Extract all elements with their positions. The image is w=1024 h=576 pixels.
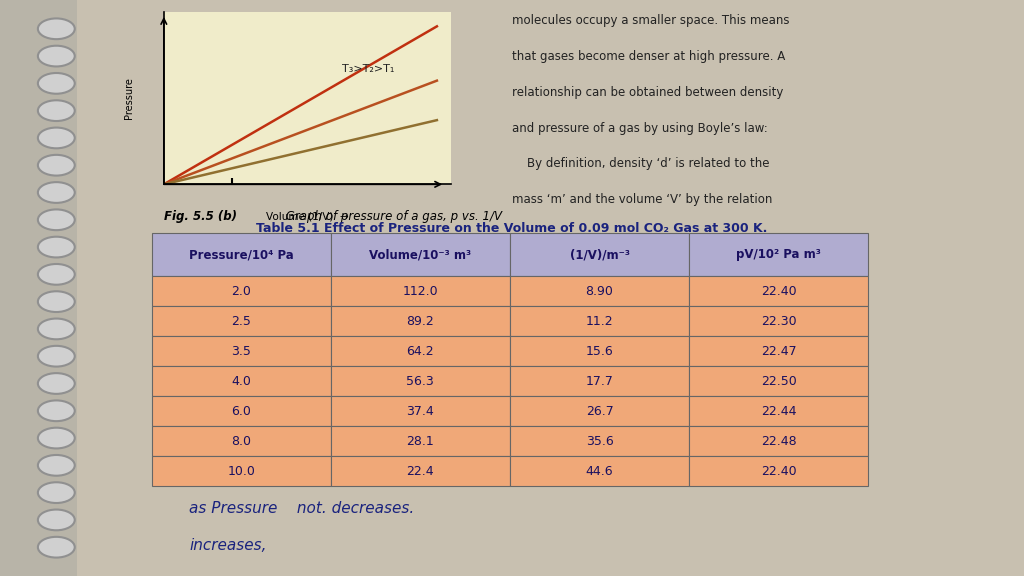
Text: Pressure/10⁴ Pa: Pressure/10⁴ Pa [188,248,294,262]
Text: (1/V)/m⁻³: (1/V)/m⁻³ [569,248,630,262]
Text: 112.0: 112.0 [402,285,438,298]
Text: relationship.: relationship. [512,334,586,346]
Text: By definition, density ‘d’ is related to the: By definition, density ‘d’ is related to… [512,157,769,170]
Text: 11.2: 11.2 [586,315,613,328]
Text: Pressure: Pressure [125,77,134,119]
Text: 26.7: 26.7 [586,405,613,418]
Text: . If we put value of V in this equation: . If we put value of V in this equation [561,257,779,270]
Text: molecules occupy a smaller space. This means: molecules occupy a smaller space. This m… [512,14,790,28]
Text: that gases become denser at high pressure. A: that gases become denser at high pressur… [512,50,785,63]
Text: Table 5.1 Effect of Pressure on the Volume of 0.09 mol CO₂ Gas at 300 K.: Table 5.1 Effect of Pressure on the Volu… [256,222,768,235]
Text: V: V [541,272,549,285]
Text: 2.5: 2.5 [231,315,251,328]
Text: and pressure of a gas by using Boyle’s law:: and pressure of a gas by using Boyle’s l… [512,122,768,135]
Text: 35.6: 35.6 [586,435,613,448]
Text: 64.2: 64.2 [407,345,434,358]
Text: 22.40: 22.40 [761,285,797,298]
Text: 28.1: 28.1 [407,435,434,448]
Text: 17.7: 17.7 [586,375,613,388]
Text: m: m [541,255,553,267]
Text: 22.50: 22.50 [761,375,797,388]
Text: 22.40: 22.40 [761,465,797,478]
Text: Fig. 5.5 (b): Fig. 5.5 (b) [164,210,237,223]
Text: 8.90: 8.90 [586,285,613,298]
Text: 4.0: 4.0 [231,375,251,388]
Text: mass ‘m’ and the volume ‘V’ by the relation: mass ‘m’ and the volume ‘V’ by the relat… [512,193,772,206]
Text: as Pressure    not. decreases.: as Pressure not. decreases. [189,501,415,516]
Text: pV/10² Pa m³: pV/10² Pa m³ [736,248,821,262]
Text: 22.4: 22.4 [407,465,434,478]
Text: 56.3: 56.3 [407,375,434,388]
Text: from Boyle’s law equation, we obtain the: from Boyle’s law equation, we obtain the [512,298,755,310]
Text: 22.48: 22.48 [761,435,797,448]
Text: T₃>T₂>T₁: T₃>T₂>T₁ [342,64,394,74]
Text: increases,: increases, [189,538,267,553]
Text: 2.0: 2.0 [231,285,251,298]
Text: d =: d = [512,257,539,270]
Text: 10.0: 10.0 [227,465,255,478]
Text: 44.6: 44.6 [586,465,613,478]
Text: 22.47: 22.47 [761,345,797,358]
Text: 37.4: 37.4 [407,405,434,418]
Text: relationship can be obtained between density: relationship can be obtained between den… [512,86,783,99]
Text: Volume (1/V)  →: Volume (1/V) → [266,212,348,222]
Text: 3.5: 3.5 [231,345,251,358]
Text: 15.6: 15.6 [586,345,613,358]
Text: 22.44: 22.44 [761,405,797,418]
Text: 22.30: 22.30 [761,315,797,328]
Text: 6.0: 6.0 [231,405,251,418]
Text: Graph of pressure of a gas, p vs. 1/V: Graph of pressure of a gas, p vs. 1/V [282,210,502,223]
Text: 89.2: 89.2 [407,315,434,328]
Text: 8.0: 8.0 [231,435,251,448]
Text: Volume/10⁻³ m³: Volume/10⁻³ m³ [370,248,471,262]
